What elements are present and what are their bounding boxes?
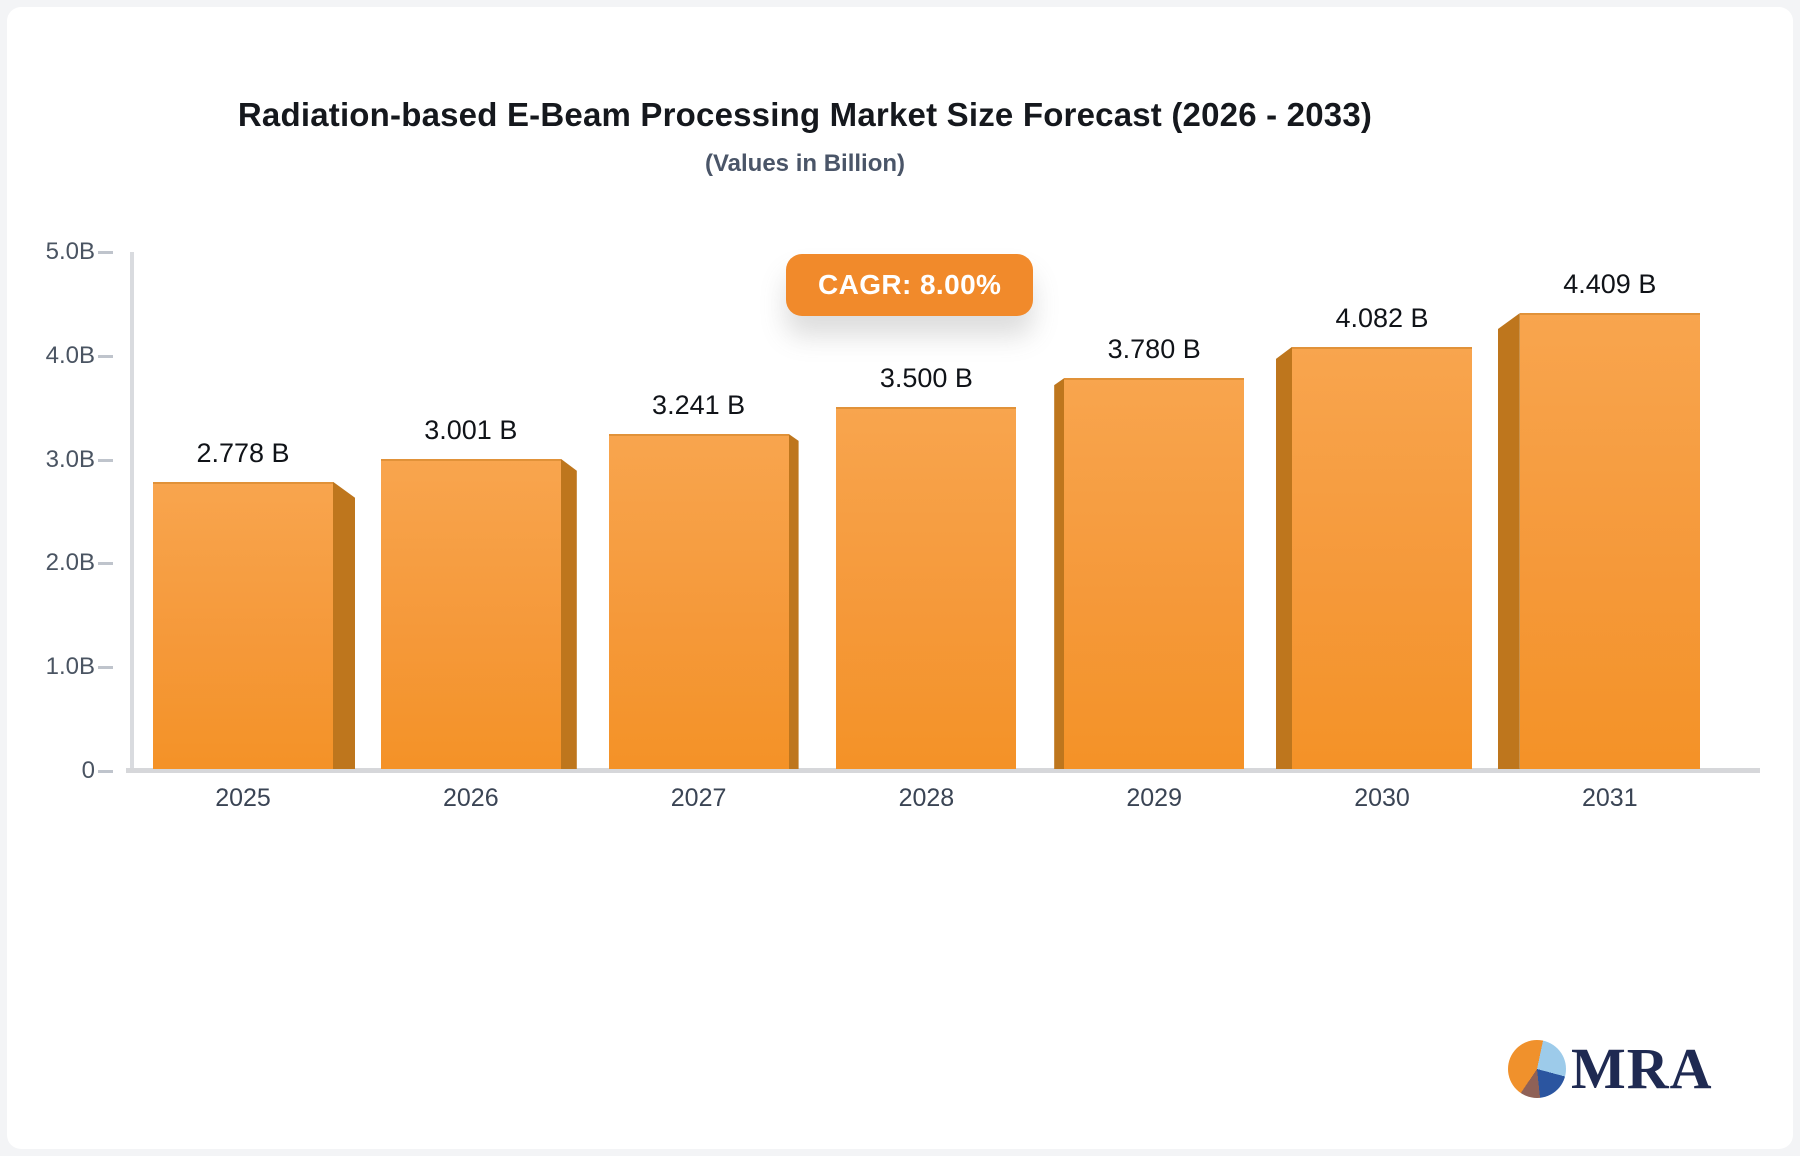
x-axis-line: [126, 768, 1760, 773]
chart-subtitle: (Values in Billion): [704, 150, 906, 177]
bar: [1292, 346, 1472, 769]
y-axis-label: 5.0B: [45, 238, 95, 265]
y-axis-label: 2.0B: [45, 549, 95, 577]
logo-text: MRA: [1571, 1036, 1713, 1101]
y-axis-tick: [98, 770, 113, 773]
bar: [1064, 378, 1245, 769]
bar-value-label: 3.500 B: [879, 363, 973, 394]
x-axis-label: 2028: [898, 784, 955, 812]
bar-value-label: 4.409 B: [1563, 269, 1657, 300]
bar: [380, 458, 561, 769]
bar-value-label: 3.001 B: [424, 414, 518, 445]
bar-value-label: 2.778 B: [196, 437, 290, 468]
mra-logo: MRA: [1508, 1040, 1713, 1098]
y-axis-label: 3.0B: [45, 445, 95, 473]
bar-side-face: [560, 458, 577, 769]
bar: [1519, 313, 1700, 769]
bar-side-face: [1276, 346, 1292, 769]
y-axis-label: 1.0B: [45, 653, 95, 681]
y-axis-label: 4.0B: [45, 341, 95, 369]
bar-value-label: 4.082 B: [1335, 302, 1429, 333]
bar: [836, 407, 1017, 769]
bar: [153, 481, 333, 769]
chart-title: Radiation-based E-Beam Processing Market…: [237, 96, 1373, 133]
x-axis-label: 2027: [670, 784, 727, 812]
bar-side-face: [1497, 313, 1520, 769]
y-axis-tick: [98, 562, 113, 566]
x-axis-label: 2025: [215, 784, 271, 812]
y-axis-tick: [98, 354, 113, 358]
bar-value-label: 3.780 B: [1107, 334, 1201, 365]
y-axis-tick: [98, 666, 113, 670]
cagr-badge-label: CAGR: 8.00%: [818, 269, 1002, 300]
y-axis-label: 0: [81, 757, 95, 784]
bar: [608, 433, 789, 769]
y-axis-tick: [98, 458, 113, 462]
y-axis-tick: [98, 251, 113, 254]
bar-side-face: [1054, 378, 1065, 769]
bar-value-label: 3.241 B: [652, 389, 746, 420]
pie-chart-logo-icon: [1508, 1040, 1566, 1098]
bar-side-face: [788, 433, 799, 769]
x-axis-label: 2026: [442, 784, 499, 812]
x-axis-label: 2031: [1581, 784, 1638, 812]
x-axis-label: 2030: [1354, 784, 1410, 812]
y-axis-line: [130, 252, 134, 773]
bar-side-face: [333, 481, 355, 769]
x-axis-label: 2029: [1126, 784, 1182, 812]
cagr-badge: CAGR: 8.00%: [786, 254, 1034, 316]
